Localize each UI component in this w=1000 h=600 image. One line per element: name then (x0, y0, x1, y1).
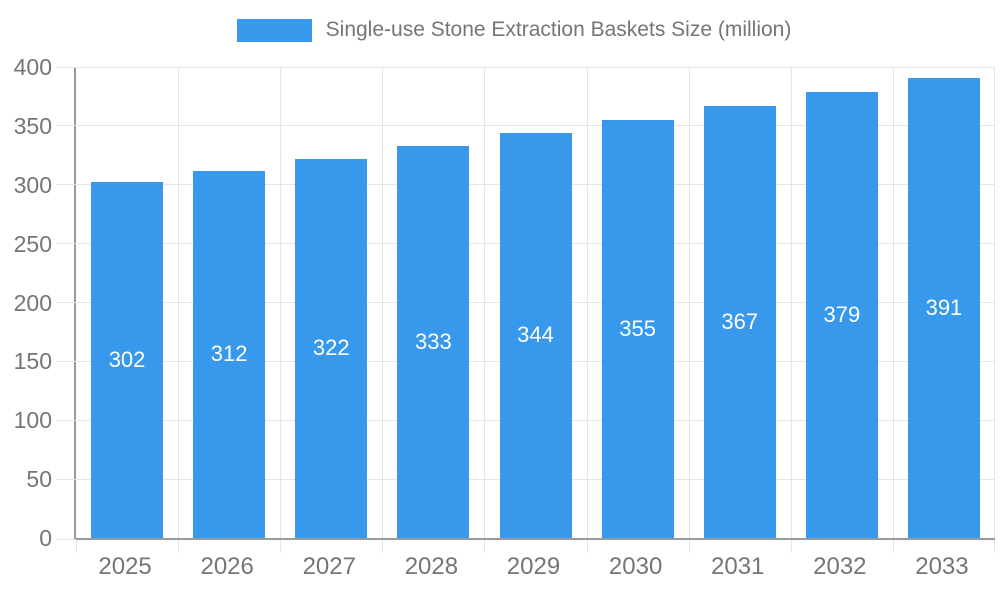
bar-value-label: 355 (619, 316, 656, 341)
h-gridline (56, 66, 995, 68)
bar[interactable]: 367 (703, 105, 776, 538)
x-axis-tick (178, 540, 179, 553)
x-axis-tick (280, 540, 281, 553)
x-tick-label: 2025 (98, 553, 152, 580)
x-axis-tick (587, 540, 588, 553)
y-tick-label: 350 (13, 112, 52, 139)
x-axis-tick (893, 540, 894, 553)
bar-value-label: 367 (721, 308, 759, 334)
v-gridline (280, 67, 281, 538)
bar[interactable]: 344 (499, 132, 572, 538)
x-axis-tick (994, 540, 995, 553)
bar[interactable]: 391 (907, 77, 980, 538)
v-gridline (893, 67, 894, 538)
x-axis-tick (689, 540, 690, 553)
y-tick-label: 0 (39, 525, 52, 551)
bar[interactable]: 312 (193, 170, 266, 538)
x-tick-label: 2029 (506, 553, 561, 580)
bar[interactable]: 302 (91, 182, 164, 538)
legend[interactable]: Single-use Stone Extraction Baskets Size… (14, 18, 1000, 42)
legend-label: Single-use Stone Extraction Baskets Size… (325, 18, 792, 41)
bar[interactable]: 355 (601, 120, 674, 538)
bar[interactable]: 322 (295, 158, 368, 538)
v-gridline (689, 67, 690, 538)
x-tick-label: 2031 (711, 553, 765, 580)
x-axis-tick (76, 540, 77, 553)
x-tick-label: 2028 (404, 553, 459, 580)
v-gridline (994, 67, 995, 538)
y-tick-label: 400 (13, 54, 52, 80)
x-tick-label: 2033 (915, 553, 969, 580)
bar-value-label: 333 (415, 328, 452, 354)
x-tick-label: 2030 (608, 553, 663, 580)
x-tick-label: 2026 (200, 553, 254, 580)
y-tick-label: 300 (13, 171, 52, 198)
bar-value-label: 344 (517, 322, 554, 348)
bar-value-label: 322 (312, 335, 350, 361)
v-gridline (484, 67, 485, 538)
bar[interactable]: 333 (397, 145, 470, 538)
plot-area: 302 312 322 333 344 355 367 379 391 (56, 66, 995, 553)
y-tick-label: 200 (13, 289, 52, 316)
bar-value-label: 391 (925, 294, 963, 320)
legend-swatch-icon (236, 18, 312, 42)
y-tick-label: 100 (13, 407, 52, 434)
x-axis-tick (484, 540, 485, 553)
bar[interactable]: 379 (805, 91, 878, 538)
y-tick-label: 50 (26, 466, 52, 493)
v-gridline (587, 67, 588, 538)
y-axis-tick (56, 539, 76, 540)
bar-value-label: 312 (210, 341, 248, 367)
x-axis-tick (382, 540, 383, 553)
bar-value-label: 302 (108, 347, 146, 373)
v-gridline (382, 67, 383, 538)
v-gridline (791, 67, 792, 538)
h-gridline (56, 125, 995, 127)
y-tick-label: 150 (13, 348, 52, 375)
v-gridline (178, 67, 179, 538)
y-tick-label: 250 (13, 230, 52, 257)
x-tick-label: 2027 (302, 553, 356, 580)
x-tick-label: 2032 (813, 553, 867, 580)
bar-value-label: 379 (823, 301, 861, 327)
x-axis-tick (791, 540, 792, 553)
